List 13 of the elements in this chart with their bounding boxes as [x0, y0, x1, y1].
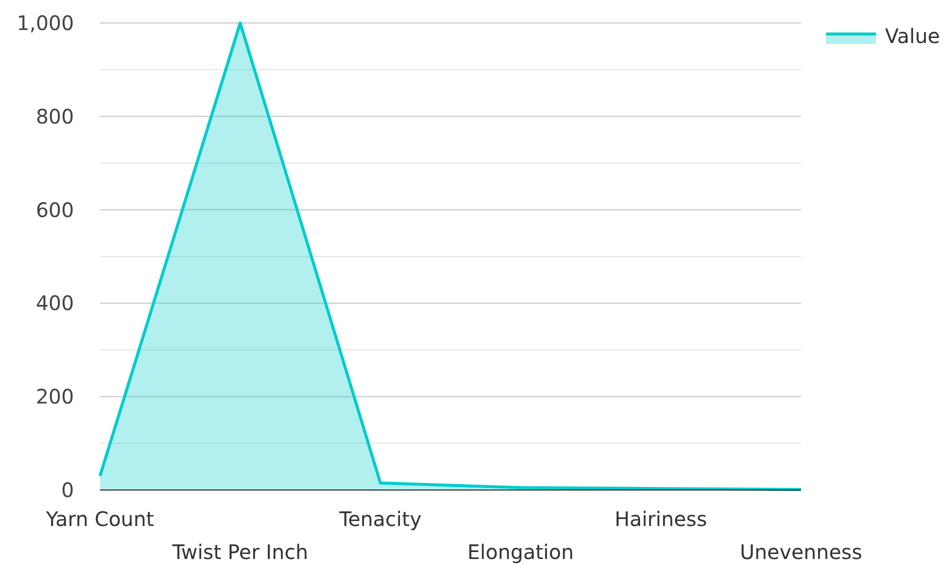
legend-label: Value	[885, 24, 940, 48]
x-tick-label: Unevenness	[740, 540, 862, 564]
y-tick-label: 1,000	[16, 11, 74, 35]
x-tick-label: Tenacity	[338, 507, 422, 531]
x-tick-label: Hairiness	[614, 507, 708, 531]
y-tick-label: 0	[61, 478, 74, 502]
y-tick-label: 200	[36, 384, 74, 409]
x-tick-label: Elongation	[467, 540, 574, 564]
y-tick-label: 600	[36, 198, 74, 222]
y-tick-label: 800	[36, 104, 74, 128]
x-tick-label: Twist Per Inch	[171, 540, 308, 564]
x-tick-label: Yarn Count	[44, 507, 154, 531]
y-tick-label: 400	[36, 291, 74, 316]
